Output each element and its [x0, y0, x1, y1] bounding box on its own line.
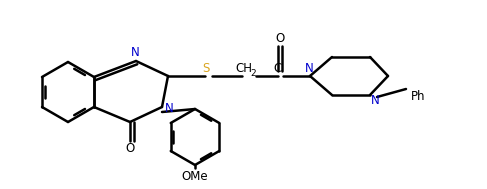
- Text: Ph: Ph: [411, 91, 425, 104]
- Text: N: N: [371, 94, 379, 106]
- Text: N: N: [305, 63, 313, 75]
- Text: O: O: [275, 32, 284, 44]
- Text: O: O: [125, 142, 134, 154]
- Text: S: S: [202, 63, 210, 75]
- Text: N: N: [131, 46, 139, 60]
- Text: 2: 2: [250, 68, 256, 77]
- Text: OMe: OMe: [182, 170, 208, 183]
- Text: N: N: [165, 102, 173, 115]
- Text: C: C: [274, 63, 282, 75]
- Text: CH: CH: [236, 63, 252, 75]
